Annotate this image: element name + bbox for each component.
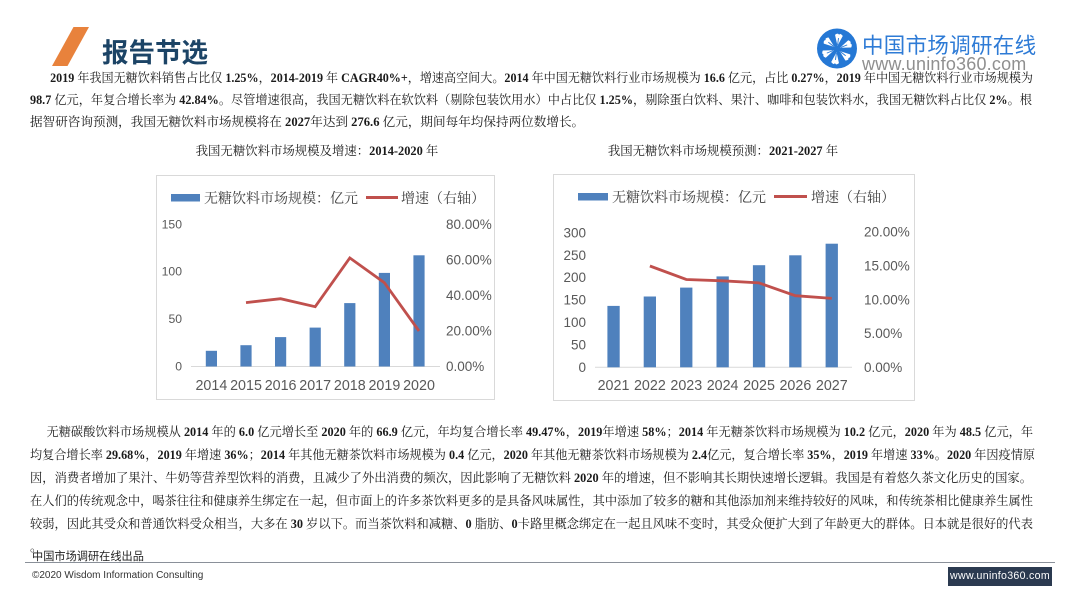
svg-text:2014: 2014 (195, 378, 227, 394)
svg-text:2019: 2019 (368, 378, 400, 394)
svg-text:2015: 2015 (230, 378, 262, 394)
svg-text:2018: 2018 (333, 378, 365, 394)
svg-text:0: 0 (578, 359, 586, 374)
svg-text:0: 0 (175, 360, 182, 374)
svg-text:150: 150 (161, 217, 182, 231)
svg-text:中国市场调研在线: 中国市场调研在线 (862, 34, 1036, 58)
svg-text:2023: 2023 (670, 378, 702, 394)
svg-text:40.00%: 40.00% (446, 288, 492, 303)
svg-text:2027: 2027 (815, 378, 847, 394)
svg-text:200: 200 (563, 270, 586, 285)
svg-text:250: 250 (563, 247, 586, 262)
svg-text:100: 100 (161, 265, 182, 279)
svg-text:50: 50 (570, 337, 585, 352)
svg-text:增速（右轴）: 增速（右轴） (401, 190, 485, 207)
svg-text:无糖饮料市场规模：亿元: 无糖饮料市场规模：亿元 (612, 189, 766, 206)
svg-text:2017: 2017 (299, 378, 331, 394)
svg-text:50: 50 (168, 312, 182, 326)
svg-text:2016: 2016 (264, 378, 296, 394)
svg-text:5.00%: 5.00% (864, 326, 902, 341)
svg-text:15.00%: 15.00% (864, 258, 910, 273)
svg-text:0.00%: 0.00% (446, 359, 484, 374)
svg-text:2021: 2021 (597, 378, 629, 394)
svg-text:300: 300 (563, 225, 586, 240)
svg-text:60.00%: 60.00% (446, 253, 492, 268)
svg-text:0.00%: 0.00% (864, 359, 902, 374)
svg-text:2024: 2024 (706, 378, 738, 394)
svg-text:10.00%: 10.00% (864, 292, 910, 307)
svg-text:2026: 2026 (779, 378, 811, 394)
svg-text:2025: 2025 (743, 378, 775, 394)
svg-text:20.00%: 20.00% (864, 224, 910, 239)
svg-text:2022: 2022 (633, 378, 665, 394)
svg-text:20.00%: 20.00% (446, 324, 492, 339)
svg-text:80.00%: 80.00% (446, 217, 492, 232)
svg-text:150: 150 (563, 292, 586, 307)
svg-text:100: 100 (563, 315, 586, 330)
svg-text:无糖饮料市场规模：亿元: 无糖饮料市场规模：亿元 (204, 190, 358, 207)
svg-text:增速（右轴）: 增速（右轴） (811, 189, 895, 206)
svg-text:2020: 2020 (403, 378, 435, 394)
svg-text:www.uninfo360.com: www.uninfo360.com (861, 54, 1027, 74)
